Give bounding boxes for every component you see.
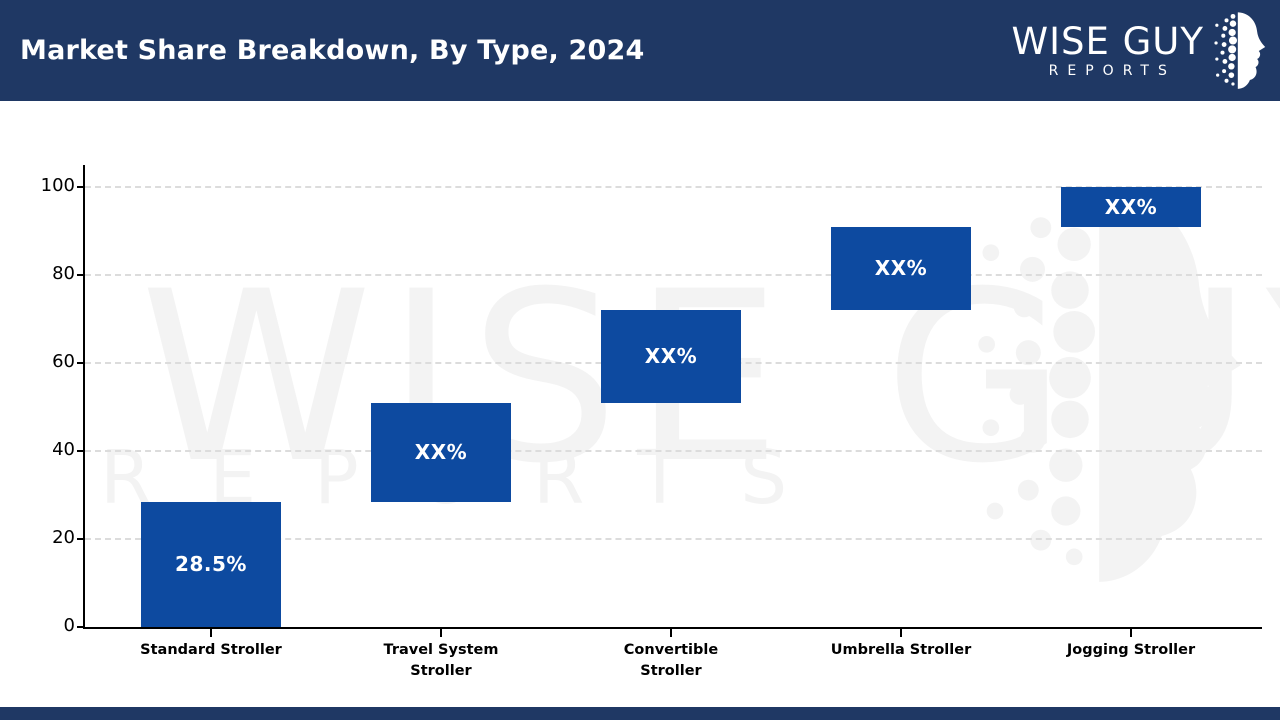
y-tick-mark	[77, 186, 85, 189]
gridline	[85, 274, 1262, 276]
x-tick-mark	[1130, 629, 1133, 637]
bar-value-label: XX%	[644, 344, 698, 369]
y-tick-mark	[77, 362, 85, 365]
x-category-label: Convertible Stroller	[623, 642, 719, 680]
x-category-label: Jogging Stroller	[1066, 642, 1196, 658]
bar-value-label: XX%	[414, 440, 468, 465]
logo-secondary-text: REPORTS	[1048, 62, 1176, 79]
y-tick-label: 100	[40, 175, 75, 196]
gridline	[85, 186, 1262, 188]
bar: XX%	[601, 310, 741, 403]
gridline	[85, 450, 1262, 452]
y-axis-spine	[83, 165, 86, 629]
x-tick-mark	[440, 629, 443, 637]
logo-primary-text: WISE GUY	[1011, 19, 1204, 63]
y-tick-label: 40	[52, 439, 75, 460]
bar: XX%	[831, 226, 971, 311]
x-category-label: Standard Stroller	[140, 642, 282, 658]
y-tick-mark	[77, 538, 85, 541]
x-category-label: Travel System Stroller	[383, 642, 499, 680]
y-tick-label: 0	[63, 615, 75, 636]
y-tick-mark	[77, 626, 85, 629]
bar-value-label: XX%	[874, 256, 928, 281]
bar: 28.5%	[141, 501, 281, 627]
bar-value-label: 28.5%	[175, 552, 247, 577]
x-tick-mark	[900, 629, 903, 637]
logo-wordmark: WISE GUY REPORTS	[1012, 23, 1204, 79]
bar-value-label: XX%	[1104, 194, 1158, 219]
y-tick-mark	[77, 274, 85, 277]
x-tick-mark	[210, 629, 213, 637]
wiseguy-face-icon	[1214, 11, 1266, 89]
footer-bar	[0, 707, 1280, 720]
x-tick-mark	[670, 629, 673, 637]
x-category-label: Umbrella Stroller	[830, 642, 972, 658]
y-tick-label: 60	[52, 351, 75, 372]
gridline	[85, 538, 1262, 540]
y-tick-label: 80	[52, 263, 75, 284]
bar: XX%	[1061, 187, 1201, 227]
bar: XX%	[371, 402, 511, 502]
logo: WISE GUY REPORTS	[1012, 8, 1280, 94]
x-axis-spine	[83, 627, 1262, 630]
y-tick-label: 20	[52, 527, 75, 548]
page-title: Market Share Breakdown, By Type, 2024	[20, 35, 645, 66]
y-tick-mark	[77, 450, 85, 453]
header: Market Share Breakdown, By Type, 2024 WI…	[0, 0, 1280, 101]
